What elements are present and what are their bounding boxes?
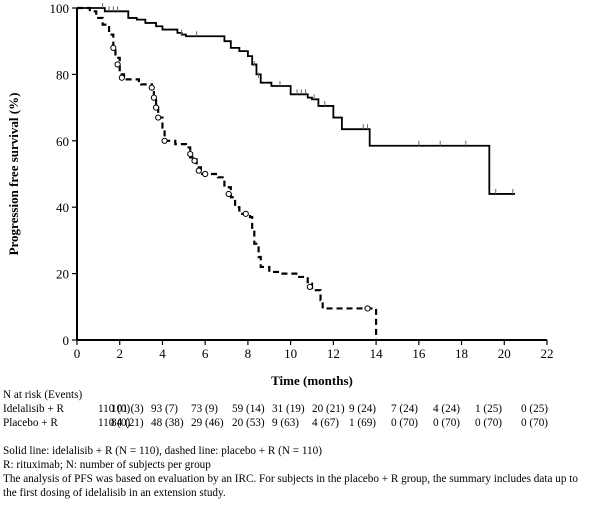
risk-cell: 48 (38)	[151, 417, 184, 429]
censor-mark-placebo	[148, 84, 155, 91]
risk-cell: 0 (70)	[391, 417, 419, 429]
risk-cell: 110 (0)	[98, 417, 131, 429]
x-axis-title: Time (months)	[271, 373, 353, 388]
y-tick-label: 60	[56, 134, 69, 149]
risk-row-label: Placebo + R	[3, 417, 58, 429]
risk-cell: 1 (69)	[349, 417, 377, 429]
risk-cell: 0 (70)	[475, 417, 503, 429]
x-tick-label: 16	[412, 346, 426, 361]
censor-mark-placebo	[202, 170, 209, 178]
risk-cell: 93 (7)	[151, 403, 179, 415]
risk-cell: 0 (70)	[521, 417, 549, 429]
censor-mark-placebo	[114, 61, 121, 68]
series-line-placebo	[77, 6, 378, 340]
risk-cell: 4 (24)	[433, 403, 461, 415]
censor-mark-placebo	[110, 44, 117, 51]
footnotes: Solid line: idelalisib + R (N = 110), da…	[3, 444, 589, 500]
risk-cell: 84 (21)	[111, 417, 144, 429]
x-tick-label: 14	[370, 346, 384, 361]
risk-cell: 0 (25)	[521, 403, 549, 415]
y-tick-label: 20	[56, 267, 69, 282]
footnote-analysis: The analysis of PFS was based on evaluat…	[3, 473, 578, 499]
risk-cell: 59 (14)	[232, 403, 265, 415]
risk-cell: 29 (46)	[191, 417, 224, 429]
risk-cell: 20 (21)	[312, 403, 345, 415]
x-tick-label: 20	[498, 346, 511, 361]
x-tick-label: 4	[159, 346, 166, 361]
risk-cell: 9 (24)	[349, 403, 377, 415]
y-axis-title: Progression free survival (%)	[6, 93, 21, 256]
censor-mark-placebo	[118, 74, 125, 81]
risk-cell: 20 (53)	[232, 417, 265, 429]
censor-mark-placebo	[187, 150, 194, 158]
censor-mark-placebo	[191, 157, 198, 164]
x-tick-label: 18	[455, 346, 468, 361]
risk-table-header-text: N at risk (Events)	[3, 389, 83, 401]
censor-mark-placebo	[225, 190, 232, 198]
x-tick-label: 2	[116, 346, 123, 361]
censor-mark-placebo	[195, 167, 202, 174]
y-tick-label: 40	[56, 200, 69, 215]
x-tick-label: 8	[245, 346, 252, 361]
risk-cell: 31 (19)	[272, 403, 305, 415]
censor-mark-placebo	[161, 137, 168, 144]
x-tick-label: 22	[541, 346, 554, 361]
x-tick-label: 12	[327, 346, 340, 361]
censor-mark-placebo	[155, 114, 162, 121]
x-tick-label: 6	[202, 346, 209, 361]
risk-cell: 7 (24)	[391, 403, 419, 415]
risk-cell: 4 (67)	[312, 417, 340, 429]
y-tick-label: 0	[63, 333, 70, 348]
x-tick-label: 0	[74, 346, 81, 361]
risk-cell: 73 (9)	[191, 403, 219, 415]
footnote-legend: Solid line: idelalisib + R (N = 110), da…	[3, 445, 322, 457]
y-tick-label: 80	[56, 67, 69, 82]
x-tick-label: 10	[284, 346, 297, 361]
risk-cell: 9 (63)	[272, 417, 300, 429]
y-tick-label: 100	[50, 1, 70, 16]
risk-cell: 101 (3)	[111, 403, 144, 415]
risk-row-label: Idelalisib + R	[3, 403, 64, 415]
censor-mark-placebo	[364, 305, 371, 312]
risk-cell: 1 (25)	[475, 403, 503, 415]
risk-cell: 110 (0)	[98, 403, 131, 415]
series-line-idelalisib	[77, 7, 515, 195]
censor-mark-placebo	[242, 210, 249, 217]
footnote-abbreviations: R: rituximab; N: number of subjects per …	[3, 459, 211, 471]
censor-mark-placebo	[152, 104, 160, 111]
censor-mark-placebo	[150, 94, 158, 101]
pfs-chart: 0 2 4 6 8 10 12 14 16 18 20 22 0 20 40 60 80 100 Time (mon…	[6, 1, 554, 388]
censor-mark-placebo	[306, 283, 313, 290]
risk-cell: 0 (70)	[433, 417, 461, 429]
